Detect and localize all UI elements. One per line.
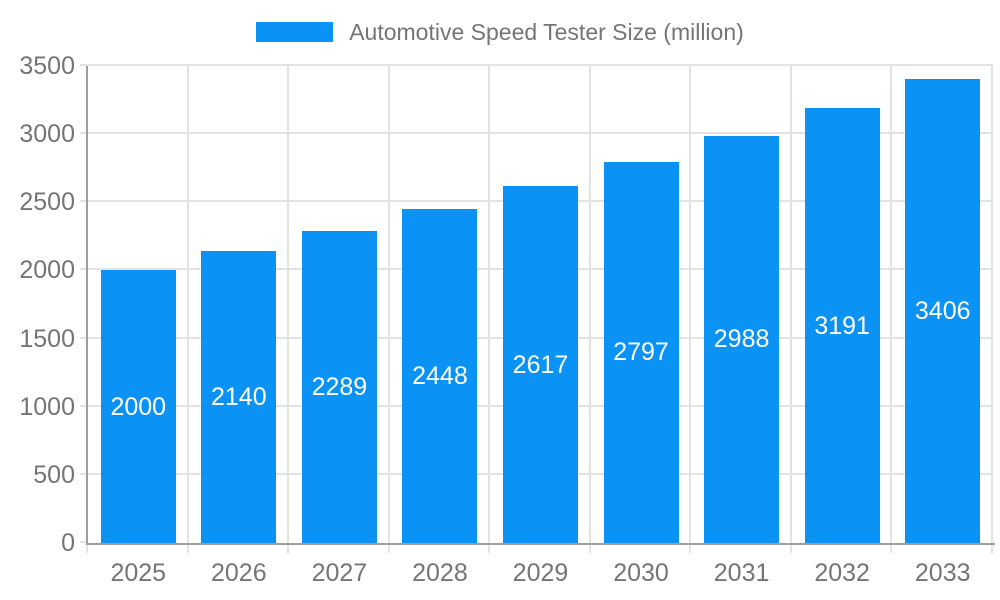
- y-tick-label: 1500: [19, 324, 75, 353]
- x-tick-label: 2032: [814, 559, 870, 587]
- x-gridline: [287, 66, 290, 543]
- x-gridline: [588, 66, 591, 543]
- bar-value-label: 3191: [814, 311, 870, 340]
- y-tick: [80, 132, 88, 135]
- bar-value-label: 2617: [512, 350, 569, 379]
- x-gridline: [186, 66, 189, 543]
- x-tick: [86, 545, 88, 553]
- y-tick: [80, 472, 88, 475]
- x-tick: [689, 545, 692, 553]
- x-tick-label: 2025: [110, 559, 167, 587]
- x-gridline: [689, 66, 692, 543]
- y-tick: [80, 64, 88, 66]
- x-tick-label: 2029: [512, 559, 569, 587]
- y-tick-label: 0: [61, 529, 75, 557]
- x-tick: [991, 545, 993, 553]
- bar: [804, 108, 880, 543]
- y-axis-line: [86, 66, 88, 545]
- bar-value-label: 2140: [211, 383, 267, 412]
- y-gridline: [88, 64, 993, 66]
- x-tick-label: 2031: [713, 559, 770, 587]
- y-tick: [80, 336, 88, 339]
- x-tick: [186, 545, 189, 553]
- bar: [503, 186, 578, 543]
- bar-value-label: 2000: [110, 392, 167, 421]
- x-tick-label: 2027: [311, 559, 368, 587]
- y-gridline: [88, 132, 993, 135]
- bar-value-label: 2988: [713, 325, 770, 354]
- x-tick-label: 2026: [211, 559, 267, 587]
- x-tick: [387, 545, 390, 553]
- bar-value-label: 2289: [311, 373, 368, 402]
- y-tick-label: 2000: [19, 256, 75, 285]
- x-axis-line: [86, 543, 995, 545]
- x-tick: [789, 545, 792, 553]
- x-gridline: [387, 66, 390, 543]
- y-tick-label: 500: [33, 460, 75, 489]
- chart-legend: Automotive Speed Tester Size (million): [0, 18, 1000, 46]
- y-tick: [80, 404, 88, 407]
- y-tick-label: 3500: [19, 52, 75, 80]
- x-tick-label: 2030: [613, 559, 669, 587]
- bar-value-label: 2797: [613, 338, 669, 367]
- bar-value-label: 2448: [412, 362, 468, 391]
- y-tick: [80, 200, 88, 203]
- bar-value-label: 3406: [914, 296, 971, 325]
- y-tick: [80, 268, 88, 271]
- bar: [100, 270, 176, 543]
- bar: [201, 251, 277, 543]
- legend-swatch: [256, 22, 334, 42]
- y-tick-label: 1000: [19, 392, 75, 421]
- y-tick-label: 3000: [19, 120, 75, 149]
- x-gridline: [890, 66, 893, 543]
- bar: [402, 209, 478, 543]
- x-tick-label: 2033: [914, 559, 971, 587]
- x-gridline: [488, 66, 491, 543]
- x-tick: [488, 545, 491, 553]
- bar: [301, 231, 377, 543]
- x-tick: [588, 545, 591, 553]
- x-tick: [890, 545, 893, 553]
- x-tick: [287, 545, 290, 553]
- x-gridline: [789, 66, 792, 543]
- bar: [704, 135, 780, 543]
- y-tick: [80, 541, 88, 543]
- bar: [905, 78, 981, 543]
- y-tick-label: 2500: [19, 188, 75, 217]
- bar: [603, 161, 679, 543]
- x-gridline: [991, 66, 993, 543]
- legend-label: Automotive Speed Tester Size (million): [349, 19, 744, 45]
- x-tick-label: 2028: [412, 559, 468, 587]
